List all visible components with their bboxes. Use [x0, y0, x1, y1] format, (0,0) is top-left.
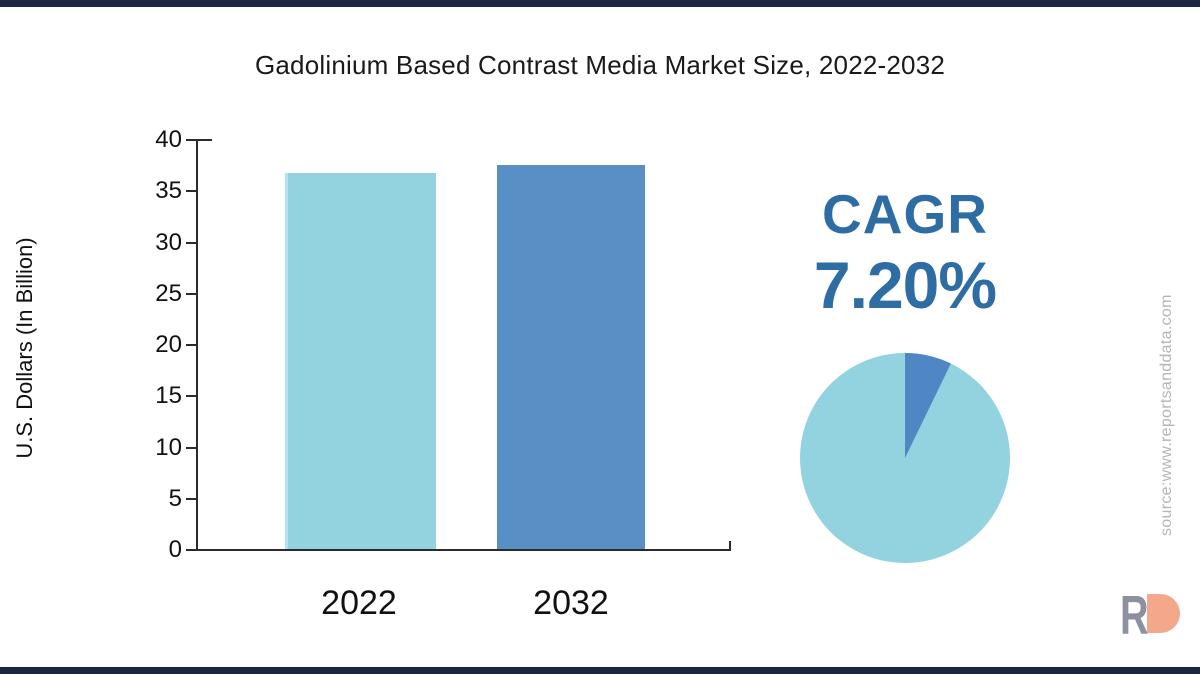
- y-tick: [186, 395, 197, 398]
- bar-2022: [285, 172, 436, 549]
- y-tick: [186, 190, 197, 193]
- y-tick-label: 5: [168, 484, 182, 512]
- y-axis-spine: [196, 139, 198, 551]
- x-axis-end-cap: [729, 541, 731, 551]
- y-tick-label: 25: [155, 279, 182, 307]
- x-tick-label-2032: 2032: [533, 584, 609, 622]
- y-axis-top-cap: [197, 139, 212, 141]
- y-tick-label: 15: [155, 382, 182, 410]
- logo-d-shape: [1147, 594, 1180, 633]
- chart-title: Gadolinium Based Contrast Media Market S…: [254, 50, 946, 80]
- cagr-block: CAGR 7.20%: [785, 186, 1025, 318]
- y-tick-label: 35: [155, 177, 182, 205]
- y-tick-label: 40: [155, 126, 182, 153]
- x-axis-spine: [196, 549, 731, 551]
- cagr-label: CAGR: [822, 183, 988, 245]
- top-border-bar: [0, 0, 1200, 7]
- cagr-value: 7.20%: [813, 248, 997, 322]
- y-tick-label: 0: [168, 536, 182, 563]
- pie-cagr-slice: [905, 353, 951, 458]
- y-tick: [186, 292, 197, 295]
- y-tick-label: 20: [155, 331, 182, 358]
- bar-2032: [497, 164, 645, 549]
- bottom-border-bar: [0, 667, 1200, 674]
- cagr-pie-chart: [800, 353, 1010, 563]
- y-axis-title: U.S. Dollars (In Billion): [12, 237, 37, 459]
- y-tick: [186, 446, 197, 449]
- logo-r-letter: R: [1120, 584, 1149, 646]
- y-tick-label: 30: [155, 228, 182, 256]
- y-tick: [186, 497, 197, 500]
- y-tick: [186, 344, 197, 346]
- x-tick-label-2022: 2022: [321, 584, 397, 622]
- y-tick: [186, 139, 197, 141]
- y-tick-label: 10: [155, 433, 182, 461]
- y-tick: [186, 549, 197, 551]
- source-note: source:www.reportsanddata.com: [1158, 294, 1175, 536]
- reportsanddata-logo: R: [1120, 588, 1182, 643]
- y-tick: [186, 241, 197, 244]
